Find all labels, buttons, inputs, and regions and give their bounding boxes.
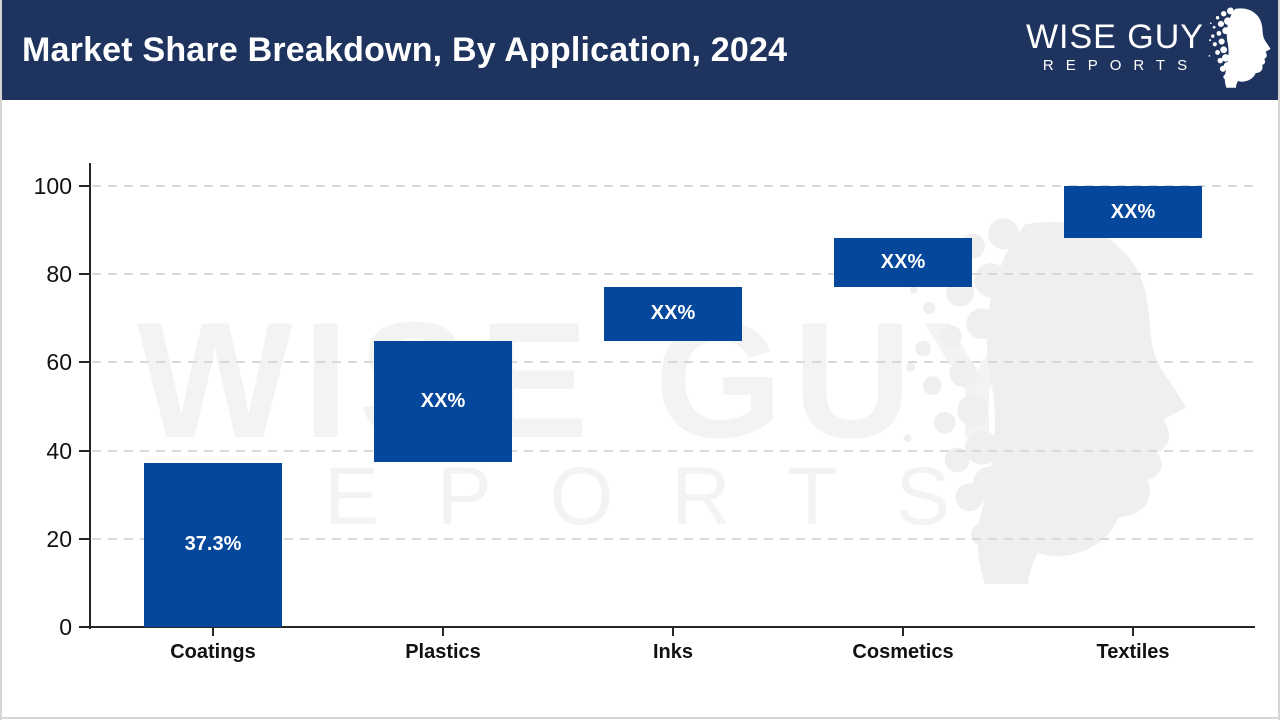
x-axis-line bbox=[89, 626, 1255, 628]
y-tick bbox=[79, 537, 90, 540]
y-tick bbox=[79, 185, 90, 187]
bar-coatings: 37.3% bbox=[144, 462, 282, 627]
y-tick bbox=[79, 361, 90, 364]
y-tick-label: 80 bbox=[46, 261, 72, 288]
x-tick bbox=[902, 628, 904, 636]
x-tick bbox=[1132, 628, 1134, 636]
logo-text: WISE GUY REPORTS bbox=[1026, 19, 1204, 75]
gridline bbox=[92, 273, 1255, 276]
category-label: Inks bbox=[652, 641, 694, 663]
category-label: Plastics bbox=[405, 641, 481, 663]
chart-area: WISE GUY REPORTS 0 20 40 60 80 100 37.3% Coatin… bbox=[2, 100, 1278, 717]
gridline bbox=[92, 185, 1255, 187]
y-axis-line bbox=[89, 163, 91, 629]
category-label: Coatings bbox=[170, 641, 256, 663]
bar-value-label: XX% bbox=[650, 302, 696, 325]
gridline bbox=[92, 537, 1255, 540]
bottom-edge bbox=[2, 717, 1278, 719]
y-tick-label: 60 bbox=[46, 349, 72, 376]
category-label: Cosmetics bbox=[852, 641, 954, 663]
bar-value-label: XX% bbox=[420, 390, 466, 413]
x-tick bbox=[212, 628, 214, 636]
page-title: Market Share Breakdown, By Application, … bbox=[22, 30, 788, 69]
logo-subtext: REPORTS bbox=[1042, 57, 1200, 74]
y-tick bbox=[79, 626, 90, 628]
gridline bbox=[92, 449, 1255, 452]
y-tick-label: 20 bbox=[46, 525, 72, 552]
y-tick-label: 100 bbox=[33, 173, 72, 199]
header: Market Share Breakdown, By Application, … bbox=[2, 0, 1278, 100]
y-tick-label: 0 bbox=[59, 614, 72, 640]
bar-inks: XX% bbox=[604, 286, 742, 342]
y-tick bbox=[79, 273, 90, 276]
bar-value-label: XX% bbox=[880, 250, 926, 273]
category-label: Textiles bbox=[1096, 641, 1170, 663]
bar-value-label: 37.3% bbox=[184, 533, 242, 556]
bar-value-label: XX% bbox=[1110, 200, 1156, 223]
logo-wordmark: WISE GUY bbox=[1025, 18, 1204, 56]
bar-cosmetics: XX% bbox=[834, 238, 972, 287]
face-profile-icon bbox=[1208, 7, 1271, 88]
bar-plastics: XX% bbox=[374, 341, 512, 463]
bar-textiles: XX% bbox=[1064, 186, 1202, 239]
wiseguy-logo: WISE GUY REPORTS bbox=[1026, 6, 1274, 88]
y-tick-label: 40 bbox=[46, 437, 72, 464]
y-tick bbox=[79, 449, 90, 452]
gridline bbox=[92, 361, 1255, 364]
x-tick bbox=[672, 628, 674, 636]
x-tick bbox=[442, 628, 444, 636]
